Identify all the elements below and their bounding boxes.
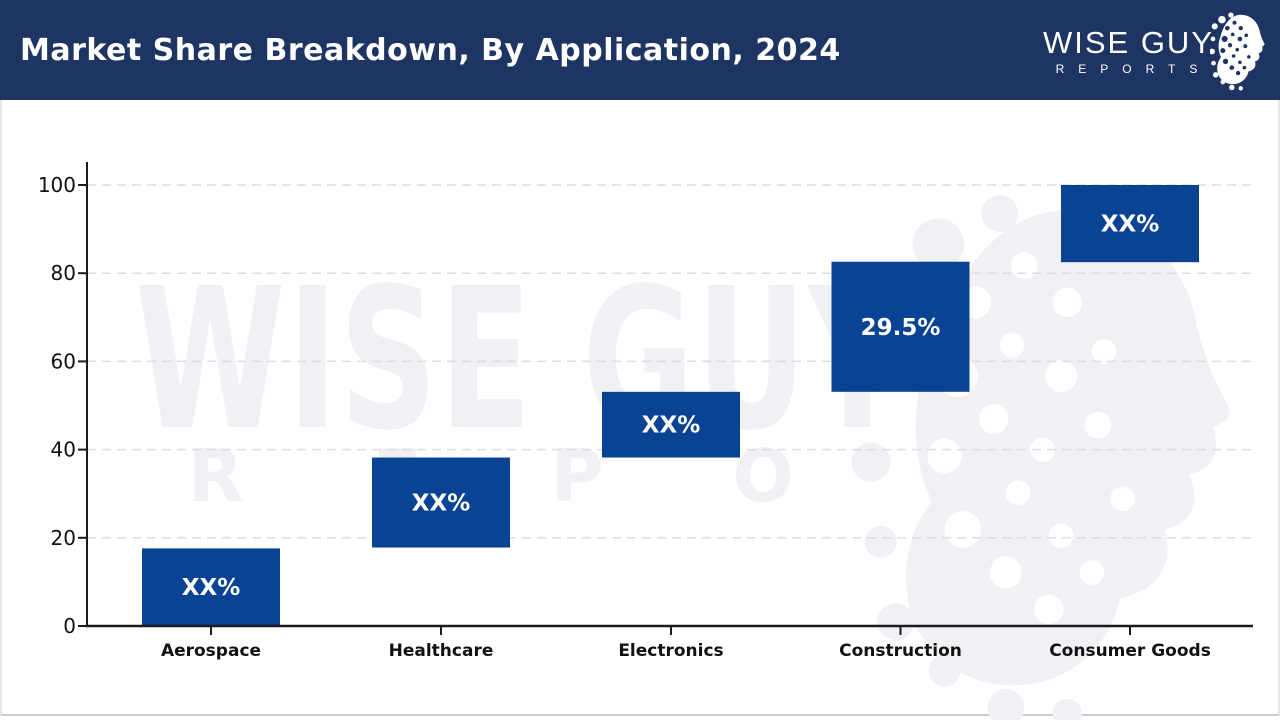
logo-text: WISE GUY REPORTS <box>1043 27 1214 75</box>
logo-wordmark: WISE GUY <box>1042 25 1214 60</box>
watermark-head-logo <box>851 195 1230 720</box>
page-title: Market Share Breakdown, By Application, … <box>20 32 841 68</box>
header-bar: Market Share Breakdown, By Application, … <box>0 0 1280 100</box>
logo-reports-text: REPORTS <box>1055 62 1212 76</box>
wise-guy-reports-logo: WISE GUY REPORTS <box>1043 8 1268 94</box>
watermark-wordmark: WISE GUY <box>135 246 909 473</box>
logo-head-icon <box>1210 11 1265 90</box>
